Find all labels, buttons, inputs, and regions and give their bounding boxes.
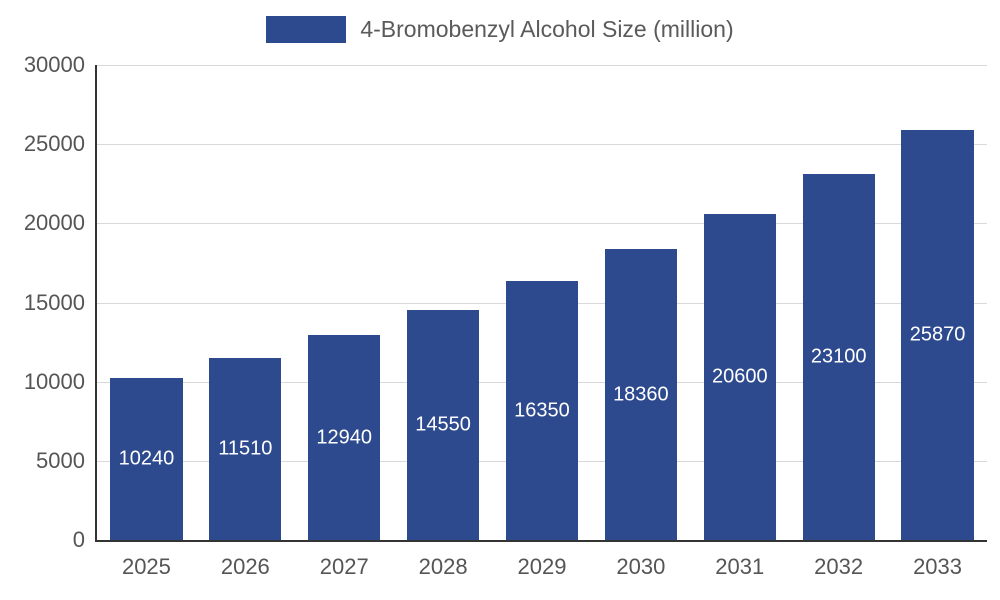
y-tick-label: 0 (72, 527, 85, 552)
y-tick-label: 25000 (23, 131, 85, 157)
bar-value-label: 23100 (810, 345, 867, 368)
x-tick-label: 2028 (418, 554, 468, 579)
x-tick-label: 2025 (121, 554, 171, 579)
x-tick-label: 2027 (319, 554, 369, 579)
gridline (97, 144, 987, 146)
y-tick-label: 30000 (23, 52, 85, 77)
y-tick-label: 15000 (23, 289, 85, 315)
bar-value-label: 10240 (118, 447, 175, 470)
x-tick-label: 2030 (616, 554, 666, 579)
bar-value-label: 18360 (613, 383, 669, 406)
y-tick-label: 20000 (23, 210, 85, 236)
bar-value-label: 20600 (711, 365, 768, 388)
bar: 16350 (505, 281, 579, 540)
y-tick-label: 10000 (23, 368, 85, 394)
x-tick-label: 2026 (220, 554, 270, 579)
bar-value-label: 12940 (316, 426, 373, 449)
bar: 18360 (604, 249, 677, 540)
x-tick-label: 2031 (715, 554, 765, 579)
bar-value-label: 11510 (218, 437, 273, 460)
bar-value-label: 14550 (415, 413, 471, 436)
x-tick-label: 2032 (814, 554, 864, 579)
bar: 20600 (703, 213, 776, 540)
gridline (97, 223, 987, 225)
bar: 14550 (407, 309, 480, 540)
bar: 10240 (110, 377, 183, 540)
legend-swatch (266, 16, 347, 43)
plot-area: 0 5000 10000 15000 20000 25000 30000 10240 1151… (24, 52, 987, 579)
x-tick-label: 2029 (517, 554, 567, 579)
bar: 25870 (901, 130, 974, 540)
bar: 11510 (209, 357, 282, 540)
gridline (97, 65, 987, 66)
bar: 23100 (802, 174, 875, 540)
legend-label: 4-Bromobenzyl Alcohol Size (million) (360, 16, 734, 42)
bar-value-label: 16350 (514, 399, 570, 422)
x-tick-label: 2033 (913, 554, 963, 579)
bar-value-label: 25870 (909, 323, 966, 346)
y-tick-label: 5000 (36, 447, 85, 473)
legend: 4-Bromobenzyl Alcohol Size (million) (0, 16, 1000, 43)
bar: 12940 (308, 335, 381, 540)
